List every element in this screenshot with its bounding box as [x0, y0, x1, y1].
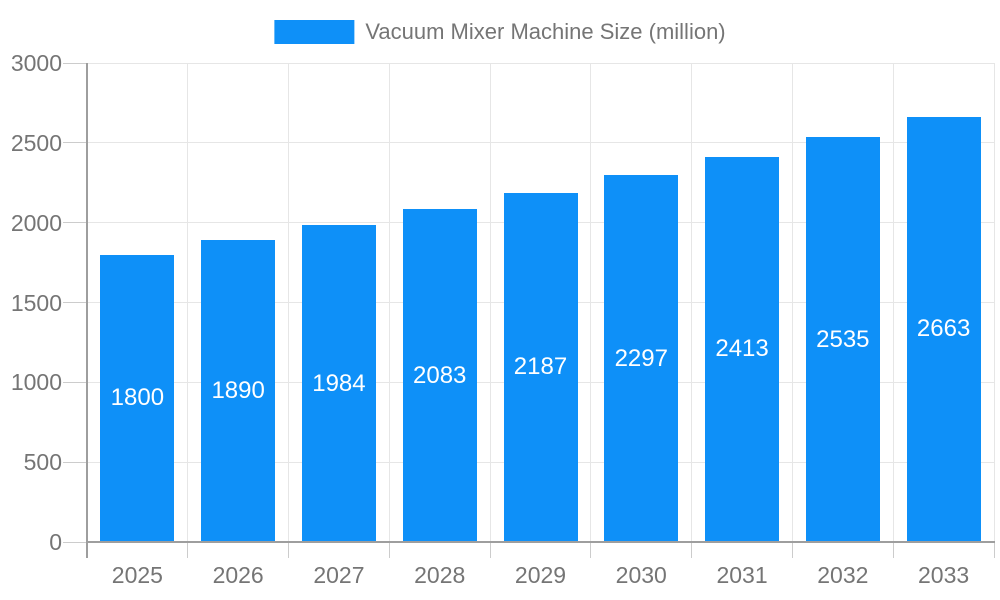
- x-axis-tick-label: 2026: [212, 562, 264, 588]
- y-axis-tick-label: 500: [23, 449, 62, 476]
- x-axis-tick-label: 2032: [817, 562, 869, 588]
- x-axis-line: [86, 541, 995, 543]
- bar-value-label: 1984: [312, 369, 366, 397]
- bar-value-label: 2297: [614, 344, 668, 372]
- bar-value-label: 2083: [413, 361, 467, 389]
- v-gridline: [590, 63, 592, 542]
- x-axis-tick-label: 2030: [615, 562, 667, 588]
- y-tick-mark: [63, 222, 87, 224]
- y-axis-tick-label: 2500: [10, 129, 62, 156]
- y-tick-mark: [63, 142, 87, 144]
- bar-value-label: 1890: [211, 377, 265, 405]
- x-tick-mark: [388, 542, 390, 558]
- y-axis-tick-label: 0: [49, 529, 62, 555]
- x-tick-mark: [993, 542, 995, 558]
- y-axis-line: [86, 63, 88, 558]
- bar[interactable]: [906, 116, 981, 542]
- y-tick-mark: [63, 302, 87, 303]
- x-axis-tick-label: 2027: [313, 562, 365, 588]
- bar[interactable]: [201, 240, 276, 542]
- v-gridline: [288, 63, 290, 542]
- bar[interactable]: [503, 192, 578, 542]
- bar-value-label: 1800: [110, 384, 165, 412]
- plot-area: 0 500 1000 1500 2000 2500 3000 1800 1890 1984 2083…: [11, 50, 995, 588]
- y-axis-tick-label: 3000: [10, 50, 62, 76]
- x-axis-tick-label: 2033: [918, 562, 970, 588]
- h-gridline: [87, 62, 994, 64]
- bar-value-label: 2535: [816, 325, 870, 353]
- bar-value-label: 2413: [715, 335, 769, 363]
- v-gridline: [187, 63, 189, 542]
- y-tick-mark: [63, 461, 87, 463]
- h-gridline: [87, 142, 994, 144]
- bar[interactable]: [402, 209, 477, 542]
- x-axis-tick-label: 2029: [514, 562, 567, 588]
- x-tick-mark: [187, 542, 189, 558]
- v-gridline: [489, 63, 491, 542]
- legend[interactable]: Vacuum Mixer Machine Size (million): [274, 19, 726, 45]
- x-tick-mark: [489, 542, 491, 558]
- x-axis-tick-label: 2031: [716, 562, 768, 588]
- y-axis-tick-label: 2000: [10, 209, 62, 236]
- bar[interactable]: [100, 254, 175, 542]
- y-tick-mark: [63, 541, 87, 543]
- x-tick-mark: [892, 542, 894, 558]
- y-tick-mark: [63, 62, 87, 64]
- x-tick-mark: [691, 542, 693, 558]
- x-axis-tick-label: 2028: [414, 562, 466, 588]
- y-tick-mark: [63, 381, 87, 383]
- x-tick-mark: [590, 542, 592, 558]
- v-gridline: [791, 63, 793, 542]
- x-tick-mark: [288, 542, 290, 558]
- bar[interactable]: [604, 175, 679, 542]
- bar[interactable]: [805, 137, 880, 542]
- y-axis-tick-label: 1500: [10, 289, 62, 316]
- legend-swatch-icon: [274, 20, 355, 44]
- v-gridline: [993, 63, 995, 542]
- bar[interactable]: [705, 156, 780, 542]
- bar-value-label: 2187: [513, 353, 568, 381]
- bar[interactable]: [301, 225, 376, 542]
- bar-value-label: 2663: [916, 315, 971, 343]
- legend-label: Vacuum Mixer Machine Size (million): [365, 19, 726, 44]
- x-axis-tick-label: 2025: [111, 562, 163, 588]
- v-gridline: [691, 63, 693, 542]
- y-axis-tick-label: 1000: [10, 369, 62, 396]
- x-tick-mark: [791, 542, 793, 558]
- v-gridline: [892, 63, 894, 542]
- v-gridline: [388, 63, 390, 542]
